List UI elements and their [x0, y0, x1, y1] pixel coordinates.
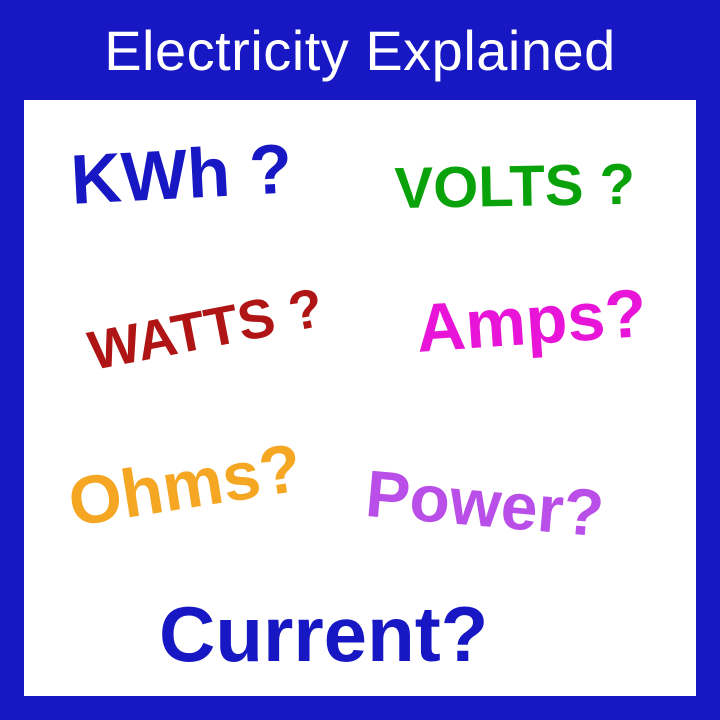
term-power: Power? — [363, 460, 606, 547]
term-watts: WATTS ? — [84, 280, 327, 379]
term-amps: Amps? — [414, 279, 649, 363]
page-title: Electricity Explained — [104, 18, 616, 83]
infographic-frame: Electricity Explained KWh ? VOLTS ? WATT… — [0, 0, 720, 720]
term-kwh: KWh ? — [69, 133, 294, 215]
header-bar: Electricity Explained — [0, 0, 720, 100]
terms-canvas: KWh ? VOLTS ? WATTS ? Amps? Ohms? Power?… — [24, 100, 696, 696]
term-current: Current? — [159, 595, 488, 673]
term-ohms: Ohms? — [64, 433, 306, 537]
term-volts: VOLTS ? — [394, 156, 636, 218]
